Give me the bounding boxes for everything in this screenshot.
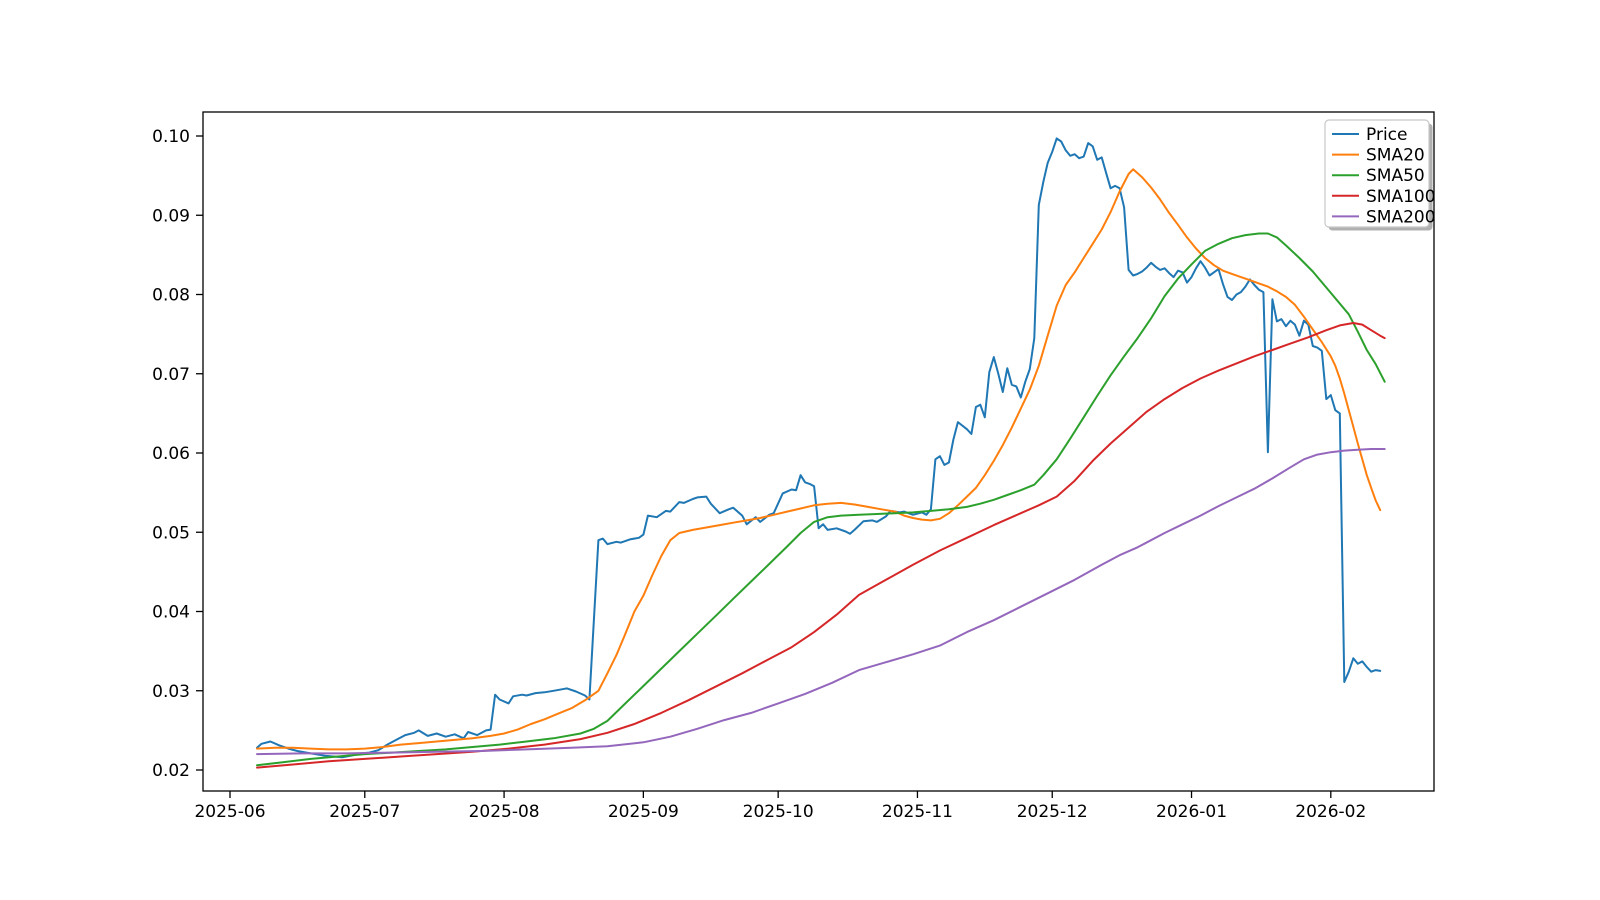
legend-label: SMA20 xyxy=(1366,146,1425,166)
y-tick-label: 0.05 xyxy=(152,523,190,543)
legend-entry-sma20: SMA20 xyxy=(1332,146,1425,166)
plot-border xyxy=(202,111,1435,792)
y-tick-label: 0.09 xyxy=(152,206,190,226)
legend-box xyxy=(1324,119,1430,228)
x-axis: 2025-06 2025-07 2025-08 2025-09 2025-10 2025-… xyxy=(194,791,1366,822)
x-tick-label: 2025-08 xyxy=(469,802,540,822)
series-line-sma100 xyxy=(256,322,1386,769)
legend-entry-sma50: SMA50 xyxy=(1332,166,1425,186)
series-line-sma200 xyxy=(256,448,1386,756)
legend-entry-sma100: SMA100 xyxy=(1332,187,1436,207)
x-tick-label: 2025-11 xyxy=(882,802,953,822)
legend-label: SMA50 xyxy=(1366,166,1425,186)
y-tick-label: 0.06 xyxy=(152,444,190,464)
y-tick-label: 0.02 xyxy=(152,761,190,781)
x-tick-label: 2026-01 xyxy=(1156,802,1227,822)
y-tick-label: 0.07 xyxy=(152,365,190,385)
x-tick-label: 2025-12 xyxy=(1017,802,1088,822)
y-tick-label: 0.08 xyxy=(152,286,190,306)
x-tick-label: 2026-02 xyxy=(1295,802,1366,822)
legend-entry-sma200: SMA200 xyxy=(1332,207,1436,227)
series-line-price xyxy=(256,137,1382,759)
series-line-sma50 xyxy=(256,232,1386,767)
y-axis: 0.02 0.03 0.04 0.05 0.06 0.07 0.08 0.09 0.10 xyxy=(152,127,203,781)
x-tick-label: 2025-10 xyxy=(743,802,814,822)
y-tick-label: 0.04 xyxy=(152,603,190,623)
series-lines xyxy=(256,137,1386,769)
legend-label: SMA100 xyxy=(1366,187,1436,207)
x-tick-label: 2025-09 xyxy=(608,802,679,822)
series-line-sma20 xyxy=(256,168,1382,751)
x-tick-label: 2025-07 xyxy=(329,802,400,822)
y-tick-label: 0.03 xyxy=(152,682,190,702)
legend-label: Price xyxy=(1366,125,1407,145)
legend-entry-price: Price xyxy=(1332,125,1407,145)
y-tick-label: 0.10 xyxy=(152,127,190,147)
x-tick-label: 2025-06 xyxy=(194,802,265,822)
legend-label: SMA200 xyxy=(1366,207,1436,227)
